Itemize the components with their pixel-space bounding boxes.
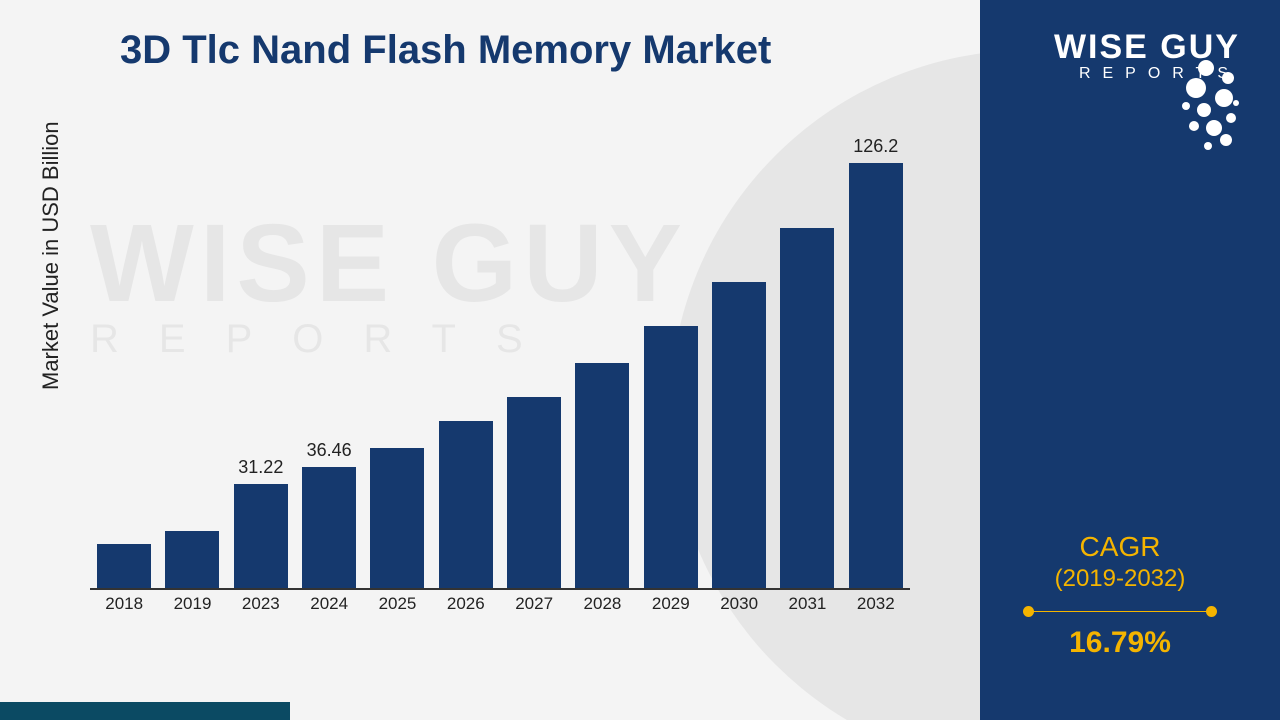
bar-rect — [439, 421, 493, 590]
bar-2023: 31.22 — [227, 150, 295, 590]
x-tick-label: 2023 — [227, 594, 295, 614]
x-tick-label: 2030 — [705, 594, 773, 614]
bar-2030 — [705, 150, 773, 590]
cagr-panel: CAGR (2019-2032) 16.79% — [1020, 531, 1220, 660]
x-axis-line — [90, 588, 910, 590]
bar-2032: 126.2 — [842, 150, 910, 590]
x-tick-label: 2027 — [500, 594, 568, 614]
cagr-value: 16.79% — [1020, 626, 1220, 660]
bar-rect — [849, 163, 903, 590]
bar-2029 — [637, 150, 705, 590]
x-tick-label: 2031 — [773, 594, 841, 614]
x-tick-label: 2025 — [363, 594, 431, 614]
chart-title: 3D Tlc Nand Flash Memory Market — [120, 28, 771, 73]
bar-rect — [712, 282, 766, 590]
bar-rect — [644, 326, 698, 590]
bar-rect — [507, 397, 561, 590]
cagr-divider — [1028, 611, 1212, 612]
bottom-accent-strip — [0, 702, 290, 720]
bar-value-label: 36.46 — [307, 440, 352, 461]
x-tick-label: 2028 — [568, 594, 636, 614]
bar-value-label: 31.22 — [238, 457, 283, 478]
bar-rect — [165, 531, 219, 590]
bar-2026 — [432, 150, 500, 590]
bar-value-label: 126.2 — [853, 136, 898, 157]
bars-container: 31.22 36.46 126.2 — [90, 150, 910, 590]
bar-2019 — [158, 150, 226, 590]
bar-rect — [780, 228, 834, 590]
bar-2031 — [773, 150, 841, 590]
cagr-title: CAGR — [1020, 531, 1220, 563]
cagr-range: (2019-2032) — [1020, 565, 1220, 593]
bar-2018 — [90, 150, 158, 590]
bar-rect — [370, 448, 424, 590]
bar-rect — [575, 363, 629, 590]
y-axis-label: Market Value in USD Billion — [38, 121, 64, 390]
bar-2025 — [363, 150, 431, 590]
brand-logo: WISE GUY REPORTS — [1054, 28, 1240, 83]
bar-2028 — [568, 150, 636, 590]
x-tick-label: 2018 — [90, 594, 158, 614]
bar-chart: 31.22 36.46 126.2 — [90, 150, 910, 590]
bar-rect — [302, 467, 356, 590]
brain-dots-icon — [1136, 48, 1246, 158]
chart-canvas: WISE GUY REPORTS 3D Tlc Nand Flash Memor… — [0, 0, 1280, 720]
x-tick-label: 2024 — [295, 594, 363, 614]
x-tick-label: 2029 — [637, 594, 705, 614]
x-tick-label: 2019 — [158, 594, 226, 614]
bar-rect — [97, 544, 151, 590]
x-axis-labels: 2018201920232024202520262027202820292030… — [90, 594, 910, 614]
x-tick-label: 2026 — [432, 594, 500, 614]
x-tick-label: 2032 — [842, 594, 910, 614]
bar-rect — [234, 484, 288, 590]
bar-2027 — [500, 150, 568, 590]
bar-2024: 36.46 — [295, 150, 363, 590]
